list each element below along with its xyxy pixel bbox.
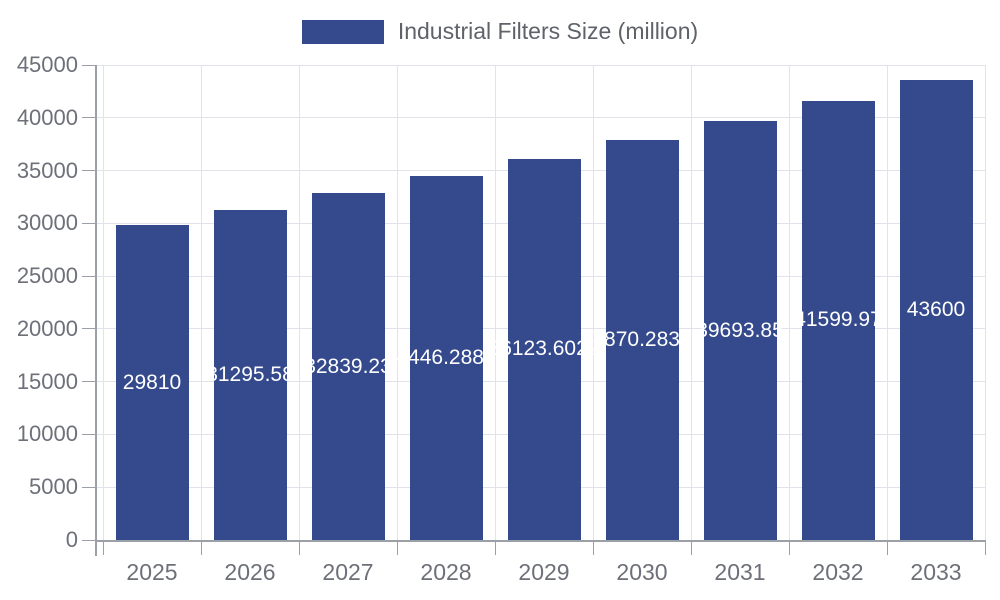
x-axis-line: [95, 540, 985, 542]
gridline-vertical: [984, 65, 986, 540]
x-tick-label: 2026: [224, 559, 276, 585]
x-axis-tick: [102, 540, 104, 555]
y-axis-tick: [82, 275, 96, 277]
y-tick-label: 35000: [16, 157, 78, 183]
x-axis-tick: [396, 540, 398, 555]
legend-swatch: [301, 19, 384, 44]
bar-value-label: 34446.28886: [384, 346, 508, 370]
bar-value-label: 29810: [122, 370, 182, 394]
x-axis-tick: [298, 540, 300, 555]
x-axis-tick: [984, 540, 986, 555]
x-tick-label: 2030: [616, 559, 668, 585]
bar-value-label: 43600: [906, 297, 966, 321]
y-axis-tick: [82, 539, 96, 541]
bar: [311, 193, 385, 540]
gridline-vertical: [788, 65, 790, 540]
gridline-vertical: [396, 65, 398, 540]
bar: [115, 225, 189, 540]
legend-label: Industrial Filters Size (million): [397, 18, 699, 44]
x-axis-tick: [200, 540, 202, 555]
y-tick-label: 5000: [29, 474, 78, 500]
legend: Industrial Filters Size (million): [0, 18, 1000, 45]
gridline-horizontal: [96, 64, 985, 66]
x-tick-label: 2032: [812, 559, 864, 585]
x-tick-label: 2025: [126, 559, 178, 585]
x-tick-label: 2031: [714, 559, 766, 585]
y-axis-tick: [82, 64, 96, 66]
x-tick-label: 2033: [910, 559, 962, 585]
x-axis-tick: [494, 540, 496, 555]
bar-value-label: 31295.58: [206, 362, 294, 386]
bar-value-label: 36123.6022: [488, 337, 600, 361]
gridline-vertical: [102, 65, 104, 540]
y-axis-tick: [82, 381, 96, 383]
gridline-vertical: [886, 65, 888, 540]
y-axis-tick: [82, 433, 96, 435]
bar: [507, 158, 581, 540]
gridline-vertical: [592, 65, 594, 540]
y-axis-tick: [82, 222, 96, 224]
y-tick-label: 25000: [16, 263, 78, 289]
gridline-vertical: [690, 65, 692, 540]
bar: [703, 121, 777, 540]
gridline-horizontal: [96, 117, 985, 119]
x-axis-tick: [592, 540, 594, 555]
x-tick-label: 2029: [518, 559, 570, 585]
gridline-vertical: [298, 65, 300, 540]
bar: [801, 100, 875, 540]
gridline-vertical: [494, 65, 496, 540]
gridline-vertical: [200, 65, 202, 540]
y-axis-line: [95, 65, 97, 556]
bar: [605, 140, 679, 540]
x-axis-tick: [886, 540, 888, 555]
y-axis-tick: [82, 117, 96, 119]
y-axis-tick: [82, 486, 96, 488]
y-tick-label: 15000: [16, 368, 78, 394]
x-tick-label: 2027: [322, 559, 374, 585]
bar-value-label: 39693.85: [696, 318, 784, 342]
bar: [899, 79, 973, 540]
bar: [409, 176, 483, 540]
y-tick-label: 45000: [16, 52, 78, 77]
legend-item[interactable]: Industrial Filters Size (million): [301, 18, 699, 45]
y-tick-label: 30000: [16, 210, 78, 236]
bar-value-label: 32839.23: [304, 354, 392, 378]
x-tick-label: 2028: [420, 559, 472, 585]
y-tick-label: 10000: [16, 421, 78, 447]
bar-value-label: 41599.97: [794, 308, 882, 332]
y-tick-label: 40000: [16, 104, 78, 130]
x-axis-tick: [788, 540, 790, 555]
bar-value-label: 37870.28336: [580, 328, 704, 352]
y-axis-tick: [82, 170, 96, 172]
x-axis-tick: [690, 540, 692, 555]
y-tick-label: 20000: [16, 315, 78, 341]
bar: [213, 209, 287, 540]
y-axis-tick: [82, 328, 96, 330]
y-tick-label: 0: [65, 527, 78, 552]
